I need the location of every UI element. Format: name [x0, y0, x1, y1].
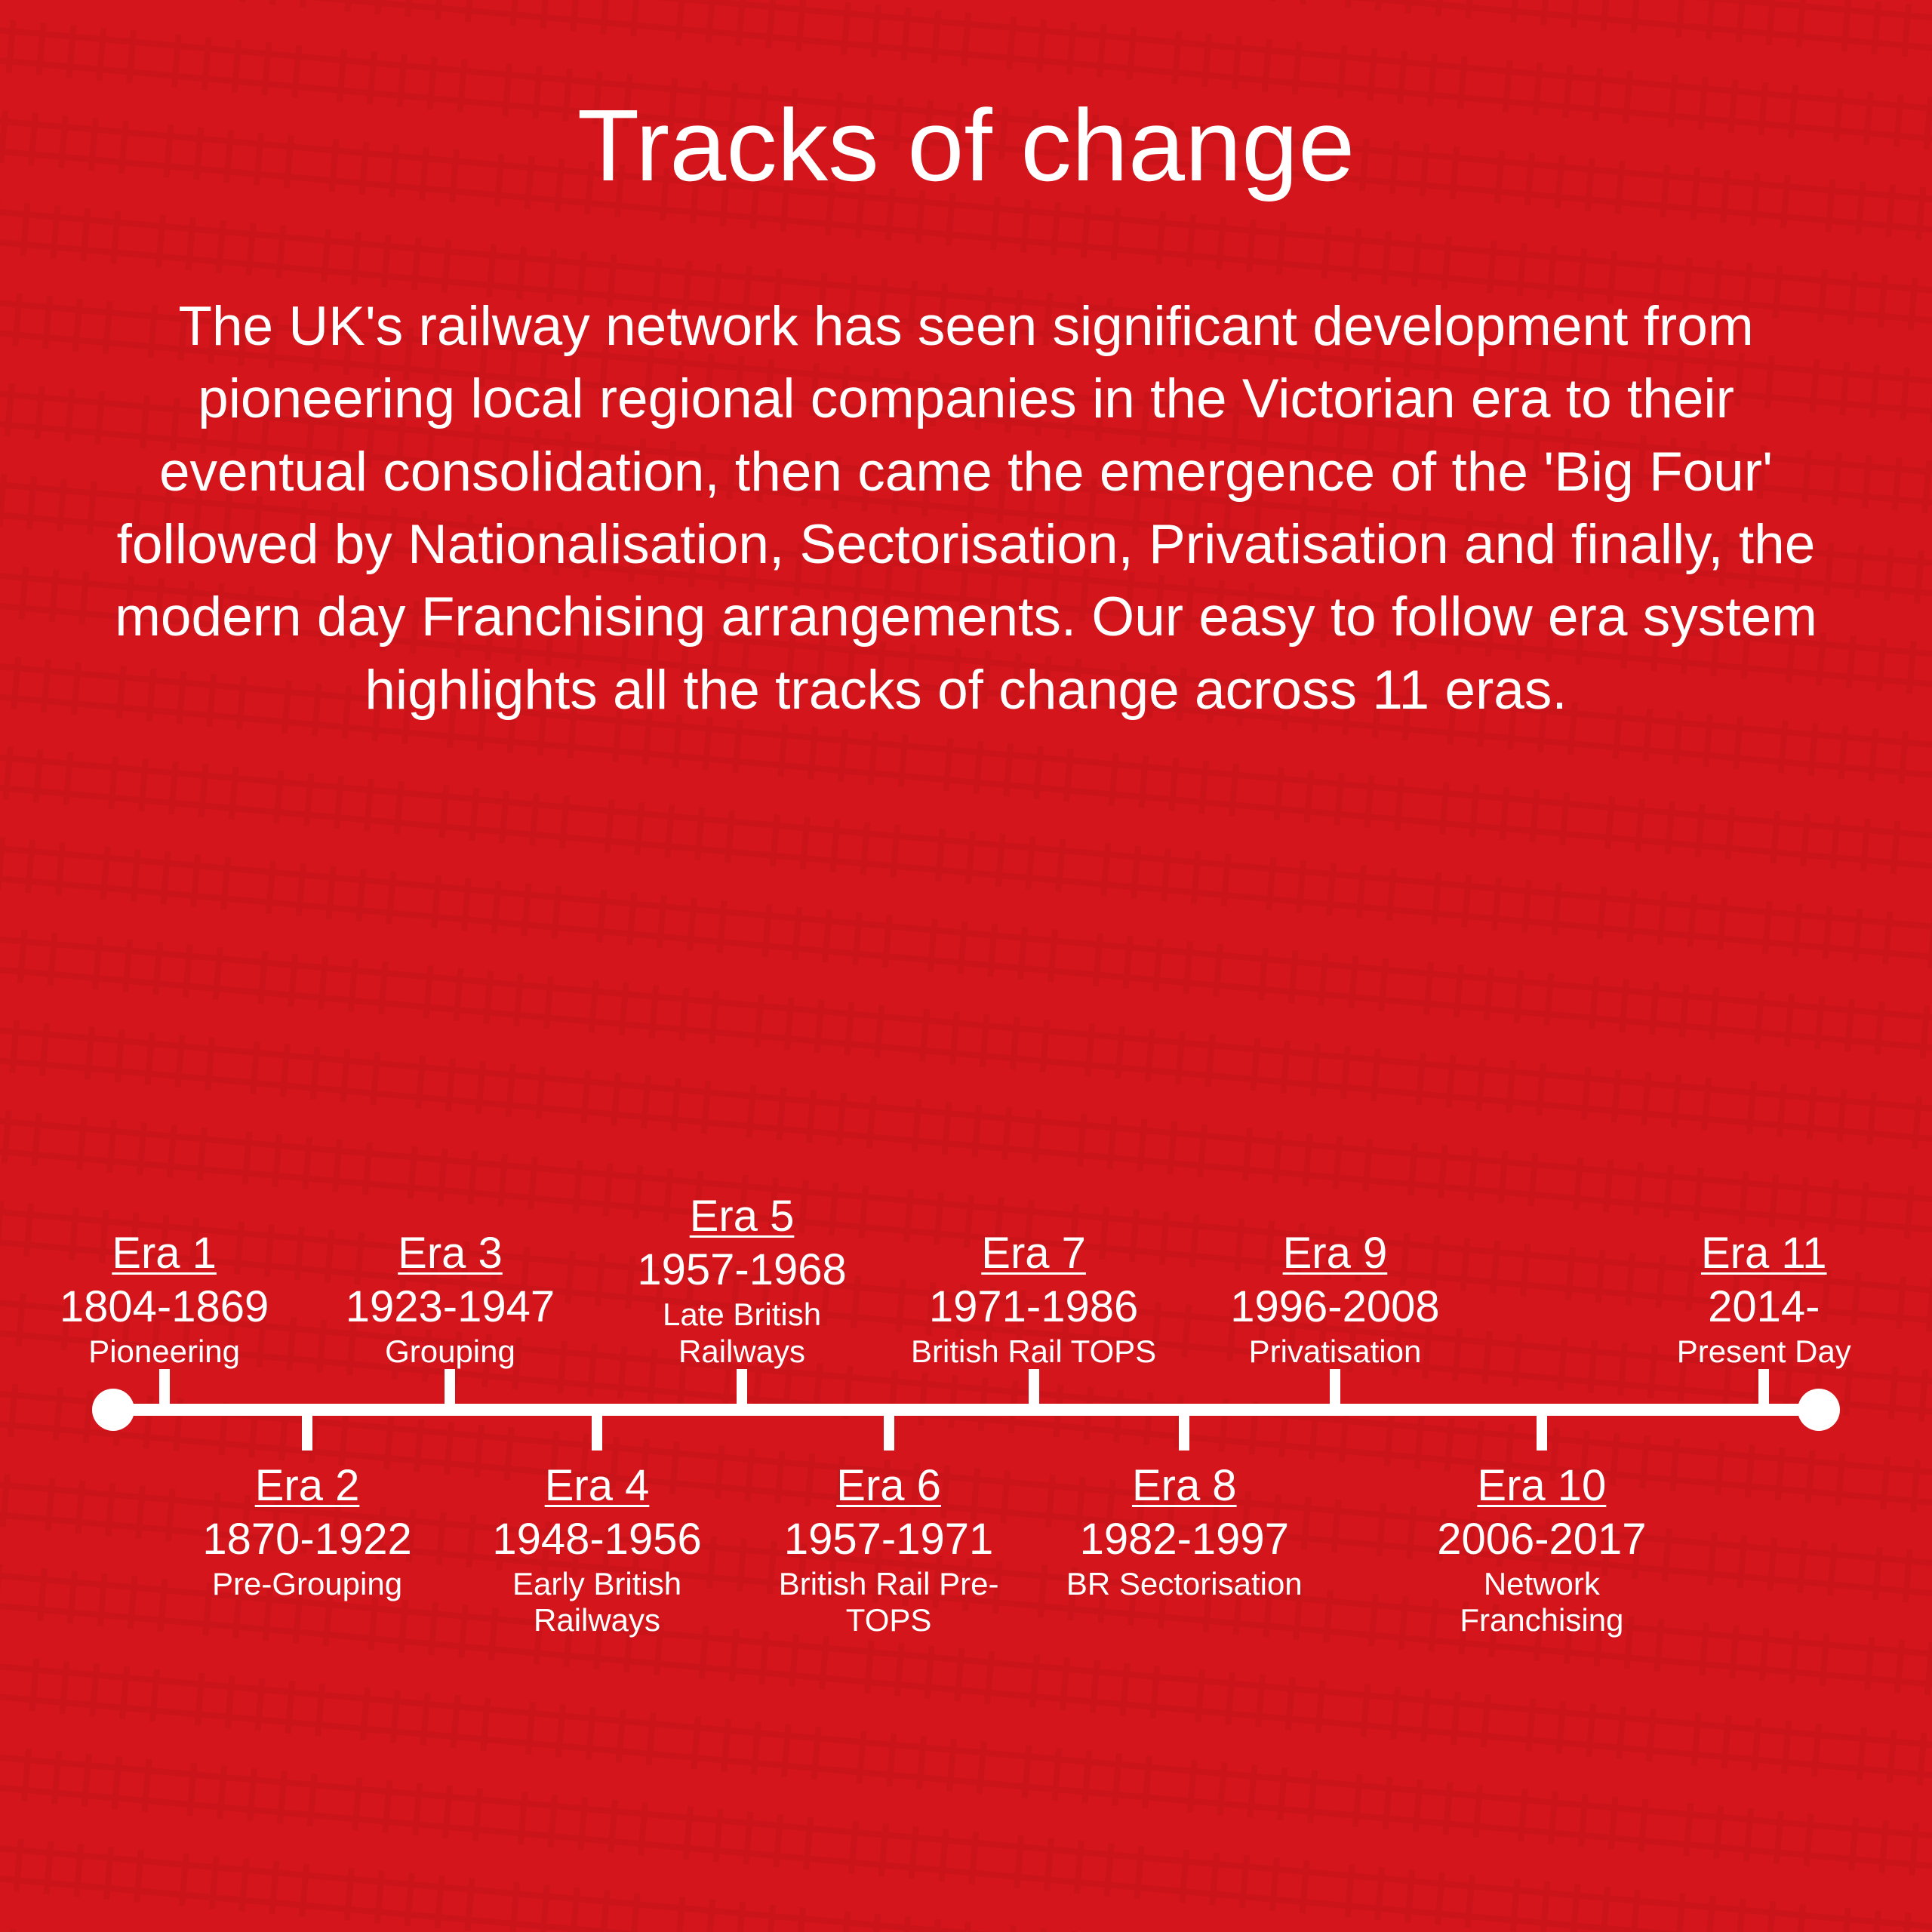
era-item: Era 51957-1968Late British Railways	[602, 1191, 881, 1370]
era-item: Era 21870-1922Pre-Grouping	[168, 1460, 447, 1602]
timeline-tick	[1029, 1369, 1039, 1405]
era-title: Era 9	[1195, 1228, 1475, 1278]
era-label: Early British Railways	[457, 1566, 737, 1639]
era-label: Pre-Grouping	[168, 1566, 447, 1602]
era-years: 1996-2008	[1195, 1281, 1475, 1332]
era-item: Era 81982-1997BR Sectorisation	[1044, 1460, 1324, 1602]
era-item: Era 31923-1947Grouping	[310, 1228, 589, 1370]
era-years: 1982-1997	[1044, 1514, 1324, 1564]
timeline-tick	[1758, 1369, 1769, 1405]
era-title: Era 4	[457, 1460, 737, 1511]
era-item: Era 41948-1956Early British Railways	[457, 1460, 737, 1639]
era-item: Era 102006-2017Network Franchising	[1402, 1460, 1681, 1639]
timeline-tick	[737, 1369, 747, 1405]
era-title: Era 5	[602, 1191, 881, 1241]
timeline-tick	[592, 1414, 602, 1451]
era-title: Era 3	[310, 1228, 589, 1278]
timeline-tick	[302, 1414, 312, 1451]
timeline-start-dot	[92, 1389, 134, 1431]
era-item: Era 61957-1971British Rail Pre-TOPS	[749, 1460, 1029, 1639]
era-label: Late British Railways	[602, 1297, 881, 1370]
era-label: Network Franchising	[1402, 1566, 1681, 1639]
era-years: 1804-1869	[25, 1281, 304, 1332]
timeline-line	[109, 1404, 1823, 1416]
era-label: Privatisation	[1195, 1334, 1475, 1370]
era-label: British Rail Pre-TOPS	[749, 1566, 1029, 1639]
era-years: 1957-1971	[749, 1514, 1029, 1564]
era-title: Era 8	[1044, 1460, 1324, 1511]
era-years: 1870-1922	[168, 1514, 447, 1564]
era-label: BR Sectorisation	[1044, 1566, 1324, 1602]
timeline-tick	[159, 1369, 170, 1405]
timeline-tick	[1179, 1414, 1189, 1451]
era-title: Era 2	[168, 1460, 447, 1511]
era-item: Era 11804-1869Pioneering	[25, 1228, 304, 1370]
era-label: British Rail TOPS	[894, 1334, 1174, 1370]
era-title: Era 7	[894, 1228, 1174, 1278]
description-text: The UK's railway network has seen signif…	[91, 291, 1841, 727]
timeline-tick	[884, 1414, 894, 1451]
timeline-end-dot	[1798, 1389, 1840, 1431]
timeline-tick	[1537, 1414, 1547, 1451]
era-years: 1948-1956	[457, 1514, 737, 1564]
era-label: Grouping	[310, 1334, 589, 1370]
era-years: 1923-1947	[310, 1281, 589, 1332]
era-label: Pioneering	[25, 1334, 304, 1370]
era-title: Era 11	[1624, 1228, 1903, 1278]
era-item: Era 91996-2008Privatisation	[1195, 1228, 1475, 1370]
timeline-tick	[445, 1369, 455, 1405]
timeline-tick	[1330, 1369, 1340, 1405]
era-title: Era 10	[1402, 1460, 1681, 1511]
era-title: Era 1	[25, 1228, 304, 1278]
era-years: 1957-1968	[602, 1244, 881, 1295]
era-years: 1971-1986	[894, 1281, 1174, 1332]
era-timeline: Era 11804-1869PioneeringEra 21870-1922Pr…	[0, 1094, 1932, 1849]
era-title: Era 6	[749, 1460, 1029, 1511]
era-years: 2006-2017	[1402, 1514, 1681, 1564]
era-label: Present Day	[1624, 1334, 1903, 1370]
era-item: Era 71971-1986British Rail TOPS	[894, 1228, 1174, 1370]
era-years: 2014-	[1624, 1281, 1903, 1332]
page-title: Tracks of change	[0, 87, 1932, 204]
era-item: Era 112014-Present Day	[1624, 1228, 1903, 1370]
